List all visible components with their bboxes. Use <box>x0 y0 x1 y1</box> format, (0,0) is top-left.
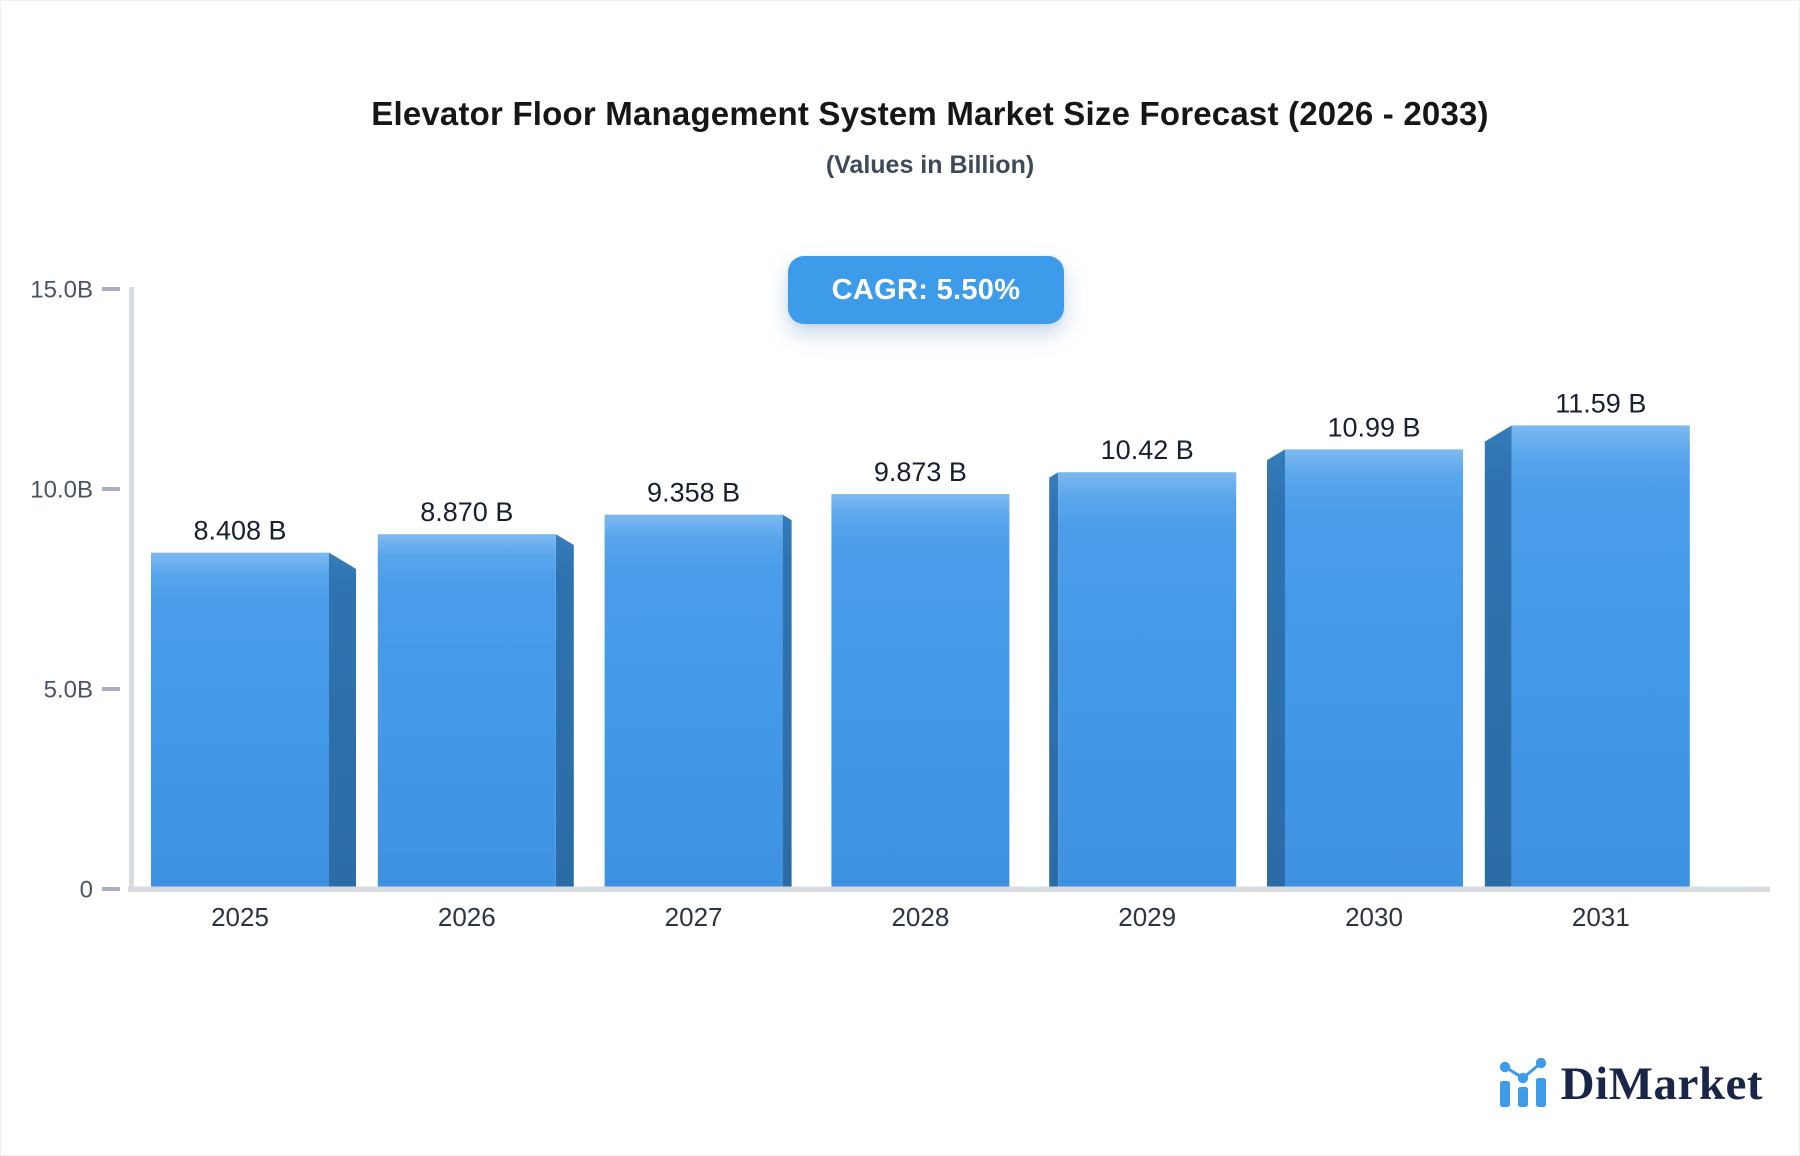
bar-face <box>604 514 783 889</box>
y-tick-10.0B <box>102 487 120 491</box>
bar-value-label: 9.873 B <box>874 457 967 487</box>
bar-face <box>831 494 1010 889</box>
bar-value-label: 10.42 B <box>1101 435 1194 465</box>
bar-2031: 11.59 B 2031 <box>1484 388 1690 932</box>
x-category-label: 2029 <box>1118 902 1176 932</box>
bar-2028: 9.873 B 2028 <box>831 457 1010 932</box>
bar-side <box>782 514 792 889</box>
bar-side <box>1267 449 1285 889</box>
chart-title: Elevator Floor Management System Market … <box>371 95 1489 132</box>
x-category-label: 2030 <box>1345 902 1403 932</box>
x-category-label: 2025 <box>211 902 269 932</box>
bar-value-label: 9.358 B <box>647 478 740 508</box>
cagr-badge-label: CAGR: 5.50% <box>831 273 1021 306</box>
bar-2029: 10.42 B 2029 <box>1049 435 1237 932</box>
y-tick-label-15.0B: 15.0B <box>30 277 93 304</box>
bar-face <box>1285 449 1463 889</box>
cagr-badge: CAGR: 5.50% <box>788 256 1064 324</box>
bar-value-label: 11.59 B <box>1555 388 1646 418</box>
y-tick-label-10.0B: 10.0B <box>30 477 93 504</box>
y-axis-line <box>129 287 134 892</box>
bar-2026: 8.870 B 2026 <box>377 497 574 932</box>
bar-face <box>1058 472 1237 889</box>
bar-2027: 9.358 B 2027 <box>604 478 792 932</box>
bar-side <box>329 552 356 889</box>
chart-subtitle: (Values in Billion) <box>825 151 1035 179</box>
x-category-label: 2027 <box>665 902 723 932</box>
bar-side <box>1484 425 1512 889</box>
y-tick-0 <box>102 887 120 891</box>
mini-bar-chart-icon <box>1499 1058 1546 1107</box>
x-category-label: 2028 <box>891 902 949 932</box>
bar-face <box>377 534 556 889</box>
bar-face <box>1511 425 1690 889</box>
bar-side <box>555 534 574 889</box>
x-category-label: 2031 <box>1572 902 1630 932</box>
y-tick-label-5.0B: 5.0B <box>44 677 93 704</box>
brand-logo: DiMarket <box>1499 1058 1763 1111</box>
x-category-label: 2026 <box>438 902 496 932</box>
y-tick-15.0B <box>102 287 120 291</box>
bar-face <box>151 552 329 889</box>
chart-header: Elevator Floor Management System Market … <box>61 95 1799 180</box>
bar-value-label: 10.99 B <box>1327 412 1420 442</box>
brand-logo-text: DiMarket <box>1560 1058 1763 1110</box>
bar-value-label: 8.408 B <box>193 516 286 546</box>
y-tick-label-0: 0 <box>80 877 93 904</box>
y-tick-5.0B <box>102 687 120 691</box>
bar-side <box>1049 472 1059 889</box>
bar-2030: 10.99 B 2030 <box>1267 412 1463 932</box>
x-axis-baseline <box>128 886 1770 892</box>
bar-value-label: 8.870 B <box>420 497 513 527</box>
bar-2025: 8.408 B 2025 <box>151 516 356 932</box>
